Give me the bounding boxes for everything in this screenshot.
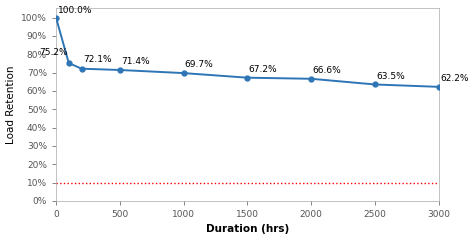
Text: 67.2%: 67.2% [249, 65, 277, 74]
Text: 71.4%: 71.4% [121, 57, 150, 66]
X-axis label: Duration (hrs): Duration (hrs) [206, 224, 289, 234]
Text: 62.2%: 62.2% [440, 74, 468, 83]
Text: 72.1%: 72.1% [83, 55, 111, 64]
Text: 66.6%: 66.6% [312, 66, 341, 75]
Text: 63.5%: 63.5% [376, 72, 405, 81]
Text: 100.0%: 100.0% [58, 6, 92, 15]
Text: 69.7%: 69.7% [185, 60, 214, 69]
Text: 75.2%: 75.2% [39, 48, 68, 57]
Y-axis label: Load Retention: Load Retention [6, 65, 16, 144]
